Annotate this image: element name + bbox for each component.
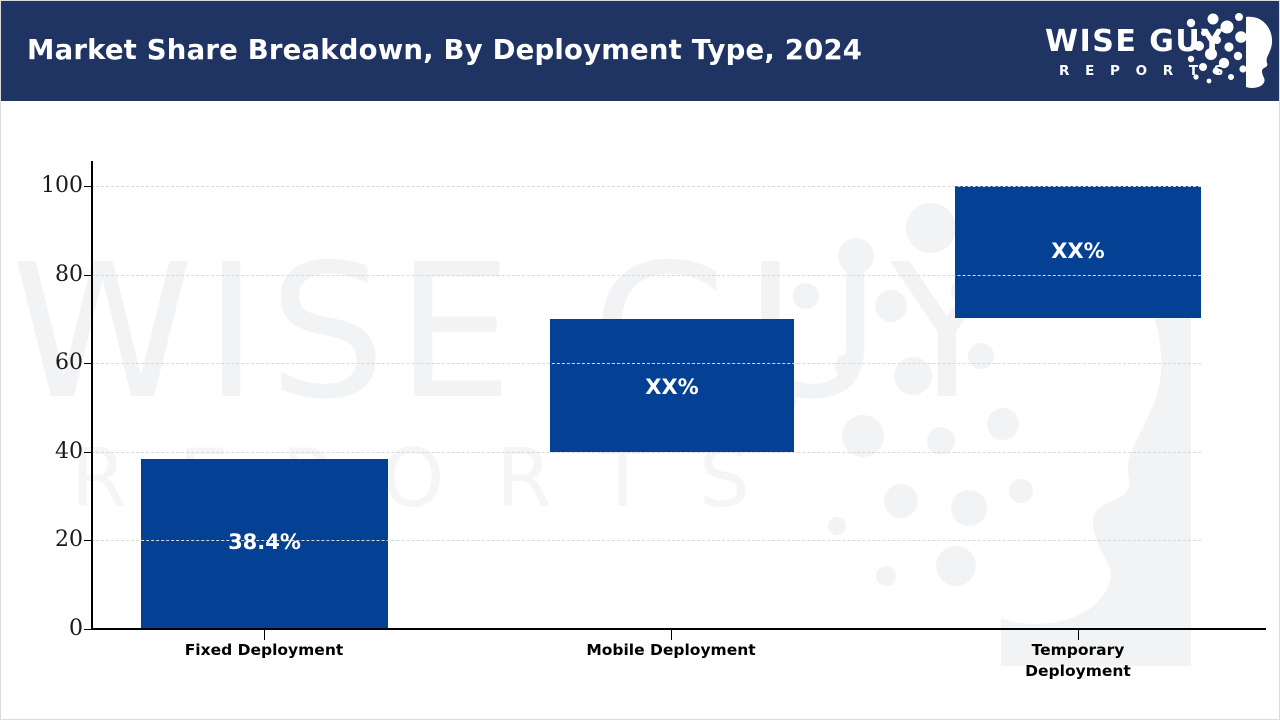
x-tick-fixed-deployment [264, 629, 265, 640]
y-axis-label-20: 20 [55, 527, 83, 553]
header-band: Market Share Breakdown, By Deployment Ty… [1, 1, 1279, 101]
x-tick-temporary-deployment [1078, 629, 1079, 640]
page-title: Market Share Breakdown, By Deployment Ty… [27, 34, 863, 66]
y-tick-60 [84, 363, 91, 365]
y-axis-spine [91, 161, 93, 630]
bar-mobile-deployment [550, 319, 794, 452]
bar-fixed-deployment [141, 459, 388, 629]
bar-label-temporary-deployment: XX% [1051, 239, 1105, 263]
x-axis-label-temporary-line2: Deployment [1025, 662, 1131, 680]
y-tick-100 [84, 186, 91, 187]
gridline-40 [91, 451, 1201, 453]
y-axis-label-100: 100 [41, 173, 83, 198]
y-axis-label-80: 80 [55, 261, 83, 287]
y-tick-0 [84, 629, 91, 630]
y-tick-20 [84, 540, 91, 542]
x-axis-label-temporary-deployment: Temporary Deployment [978, 640, 1178, 682]
logo-dot-cluster [1186, 13, 1247, 84]
bar-label-fixed-deployment: 38.4% [228, 530, 301, 554]
plot-area: 38.4% XX% XX% [91, 186, 1201, 630]
wise-guy-reports-logo: WISE GUY R E P O R T S [1041, 9, 1273, 93]
y-axis-label-40: 40 [55, 438, 83, 464]
x-tick-mobile-deployment [671, 629, 672, 640]
y-axis-label-60: 60 [55, 350, 83, 376]
x-axis-label-mobile-deployment: Mobile Deployment [586, 641, 756, 659]
x-axis-label-temporary-line1: Temporary [1031, 641, 1125, 659]
y-tick-40 [84, 451, 91, 453]
logo-text-reports: R E P O R T S [1059, 63, 1229, 79]
gridline-80 [91, 274, 1201, 276]
logo-text-wiseguy: WISE GUY [1045, 24, 1225, 59]
x-axis-label-fixed-deployment: Fixed Deployment [184, 641, 344, 659]
logo-head-profile [1246, 16, 1273, 89]
gridline-20 [91, 540, 1201, 542]
y-axis-label-0: 0 [69, 616, 83, 641]
gridline-60 [91, 363, 1201, 365]
y-tick-80 [84, 274, 91, 276]
gridline-100 [91, 186, 1201, 187]
bar-label-mobile-deployment: XX% [645, 375, 699, 399]
bar-temporary-deployment [955, 186, 1201, 318]
x-axis-spine [91, 628, 1266, 630]
